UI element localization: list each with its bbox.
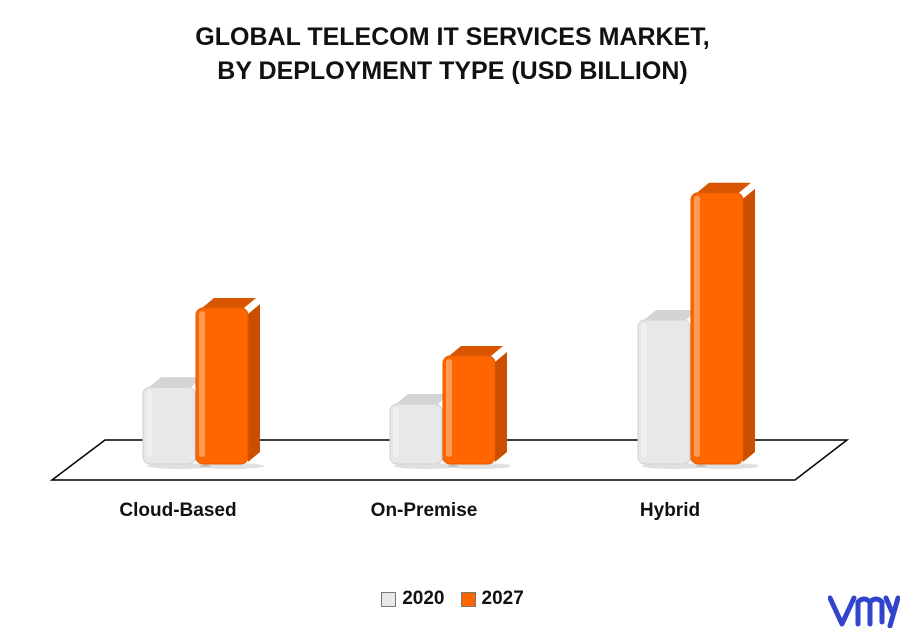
bar-front-face [690,192,744,465]
bar-front-face [637,319,691,465]
legend-swatch-2027 [460,591,476,607]
chart-title-line-1: GLOBAL TELECOM IT SERVICES MARKET, [195,23,710,51]
bars-group [142,182,759,469]
chart-legend: 2020 2027 [0,588,905,610]
chart-title: GLOBAL TELECOM IT SERVICES MARKET, BY DE… [0,20,905,88]
bar-2027-on-premise [442,346,511,469]
bar-front-face [442,355,496,465]
bar-top-face [449,346,503,356]
bar-top-face [396,394,450,404]
legend-swatch-2020 [381,591,397,607]
bar-side-face [743,188,755,463]
bar-2027-hybrid [690,182,759,469]
bar-top-face [644,310,698,320]
bar-top-face [697,182,751,193]
category-label: On-Premise [371,500,478,521]
bar-front-face [142,386,196,465]
bar-side-face [248,304,260,462]
legend-item-2027: 2027 [460,588,524,610]
category-label: Cloud-Based [119,500,236,521]
chart-title-line-2: BY DEPLOYMENT TYPE (USD BILLION) [217,57,688,85]
legend-label-2020: 2020 [402,588,445,609]
bar-highlight [694,195,700,458]
bar-top-face [202,298,256,308]
bar-2027-cloud-based [195,298,264,469]
legend-item-2020: 2020 [381,588,445,610]
bar-highlight [146,390,152,457]
legend-label-2027: 2027 [481,588,524,609]
bar-front-face [195,307,249,465]
bar-front-face [389,403,443,465]
bar-highlight [446,359,452,457]
brand-logo [828,595,900,628]
bar-highlight [199,311,205,457]
bar-highlight [393,407,399,457]
bar-highlight [641,323,647,457]
bar-top-face [149,377,203,388]
category-label: Hybrid [640,500,700,521]
bar-side-face [495,352,507,462]
brand-logo-mark [828,595,900,628]
